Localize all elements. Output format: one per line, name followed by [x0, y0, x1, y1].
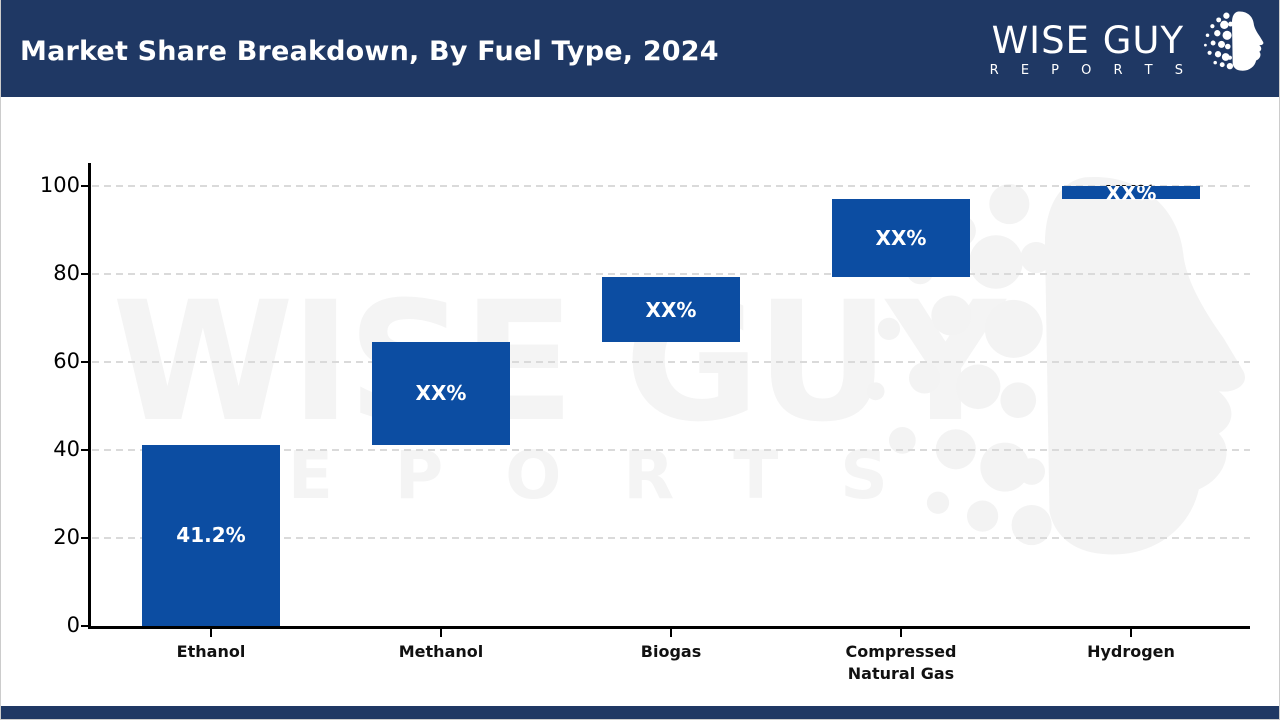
gridline: [92, 449, 1250, 451]
y-axis-tick-mark: [81, 361, 90, 363]
gridline: [92, 537, 1250, 539]
brand-subname: R E P O R T S: [989, 63, 1192, 78]
bar-methanol: [372, 342, 510, 445]
y-axis-tick-label: 0: [66, 613, 80, 637]
bar-value-label: XX%: [1105, 180, 1157, 205]
gridline: [92, 361, 1250, 363]
x-axis-category-label: Hydrogen: [1087, 642, 1175, 661]
bar-value-label: XX%: [875, 226, 927, 251]
watermark-text-secondary: REPORTS: [175, 437, 950, 514]
brand-logo: WISE GUY R E P O R T S: [984, 6, 1270, 94]
x-axis-tick-mark: [210, 629, 212, 637]
y-axis-tick-mark: [81, 185, 90, 187]
header-bar: Market Share Breakdown, By Fuel Type, 20…: [0, 0, 1280, 97]
x-axis-category-label: Compressed Natural Gas: [845, 642, 957, 683]
x-axis-tick-mark: [900, 629, 902, 637]
y-axis-line: [88, 163, 91, 628]
bar-value-label: XX%: [1061, 178, 1201, 186]
bar-value-label: 41.2%: [176, 523, 246, 548]
y-axis-tick-label: 100: [39, 173, 80, 197]
brand-logo-text: WISE GUY R E P O R T S: [984, 22, 1192, 78]
brand-name: WISE GUY: [991, 19, 1185, 62]
gridline: [92, 273, 1250, 275]
x-axis-category-label: Biogas: [640, 642, 702, 661]
y-axis-tick-mark: [81, 537, 90, 539]
y-axis-tick-label: 20: [53, 525, 80, 549]
y-axis-tick-label: 80: [53, 261, 80, 285]
bar-compressed-natural-gas: [832, 199, 970, 278]
y-axis-tick-mark: [81, 273, 90, 275]
y-axis-tick-label: 60: [53, 349, 80, 373]
gridline: [92, 185, 1250, 187]
footer-bar: [0, 706, 1280, 720]
x-axis-category-label: Methanol: [398, 642, 484, 661]
bar-biogas: [602, 277, 740, 343]
y-axis-tick-mark: [81, 625, 90, 627]
x-axis-tick-mark: [440, 629, 442, 637]
y-axis-tick-mark: [81, 449, 90, 451]
x-axis-tick-mark: [670, 629, 672, 637]
x-axis-line: [88, 626, 1250, 629]
y-axis-tick-label: 40: [53, 437, 80, 461]
chart-title: Market Share Breakdown, By Fuel Type, 20…: [20, 36, 719, 67]
bar-value-label: XX%: [645, 297, 697, 322]
bar-value-label: XX%: [415, 381, 467, 406]
x-axis-tick-mark: [1130, 629, 1132, 637]
bar-ethanol: [142, 444, 280, 626]
x-axis-category-label: Ethanol: [176, 642, 246, 661]
bar-hydrogen: [1062, 186, 1200, 200]
brand-head-icon: [1194, 8, 1270, 92]
